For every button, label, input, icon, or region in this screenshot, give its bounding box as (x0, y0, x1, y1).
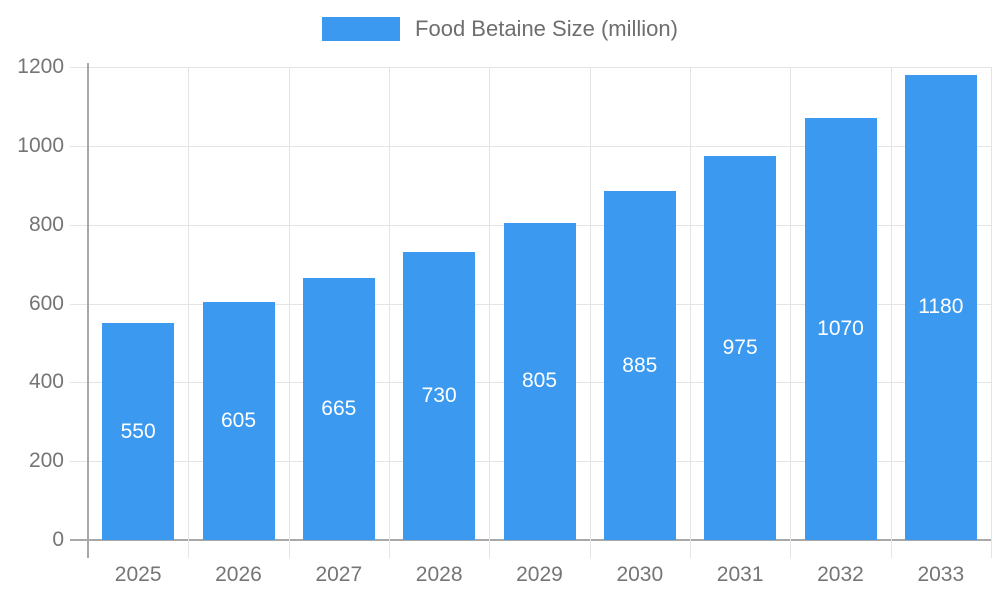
bar-2028[interactable]: 730 (403, 252, 476, 540)
v-gridline (489, 67, 491, 558)
y-axis-line (87, 63, 89, 558)
h-gridline (70, 145, 991, 147)
v-gridline (589, 67, 591, 558)
y-tick-label: 600 (28, 291, 64, 315)
bar-2030[interactable]: 885 (603, 191, 676, 540)
x-tick-label: 2030 (616, 563, 664, 586)
bar-2026[interactable]: 605 (202, 301, 275, 540)
x-tick-label: 2032 (817, 563, 864, 586)
bar-value-label: 665 (321, 396, 357, 420)
v-gridline (790, 67, 792, 558)
v-gridline (389, 67, 390, 558)
bar-value-label: 805 (521, 369, 558, 393)
y-tick-label: 0 (52, 528, 64, 551)
bar-value-label: 1070 (817, 317, 864, 341)
bar-2031[interactable]: 975 (704, 155, 777, 540)
bar-value-label: 885 (622, 353, 658, 377)
v-gridline (188, 67, 190, 558)
bar-value-label: 975 (722, 335, 758, 359)
x-tick-label: 2027 (315, 563, 363, 586)
bar-value-label: 550 (120, 419, 156, 443)
y-tick-label: 1200 (17, 55, 64, 78)
v-gridline (890, 67, 892, 558)
bar-2032[interactable]: 1070 (804, 118, 877, 540)
y-tick-label: 800 (28, 212, 64, 236)
bar-value-label: 1180 (918, 295, 964, 319)
y-tick-label: 1000 (17, 133, 64, 157)
legend[interactable]: Food Betaine Size (million) (0, 16, 1000, 42)
bar-value-label: 605 (220, 408, 257, 432)
x-tick-label: 2025 (114, 563, 162, 586)
legend-label: Food Betaine Size (million) (415, 16, 678, 41)
x-tick-label: 2031 (716, 563, 764, 586)
y-tick-label: 400 (28, 370, 64, 394)
bar-2033[interactable]: 1180 (904, 74, 977, 540)
x-tick-label: 2026 (215, 563, 262, 586)
h-gridline (70, 67, 991, 68)
x-tick-label: 2033 (917, 563, 965, 586)
bar-value-label: 730 (421, 384, 457, 408)
v-gridline (991, 67, 992, 558)
v-gridline (690, 67, 691, 558)
x-tick-label: 2028 (415, 563, 463, 586)
x-tick-label: 2029 (516, 563, 563, 586)
bar-2025[interactable]: 550 (102, 323, 175, 540)
bar-2029[interactable]: 805 (503, 222, 576, 540)
v-gridline (288, 67, 290, 558)
y-tick-label: 200 (28, 449, 64, 473)
legend-swatch (322, 17, 401, 41)
x-axis-line (70, 539, 991, 541)
bar-2027[interactable]: 665 (302, 277, 375, 540)
